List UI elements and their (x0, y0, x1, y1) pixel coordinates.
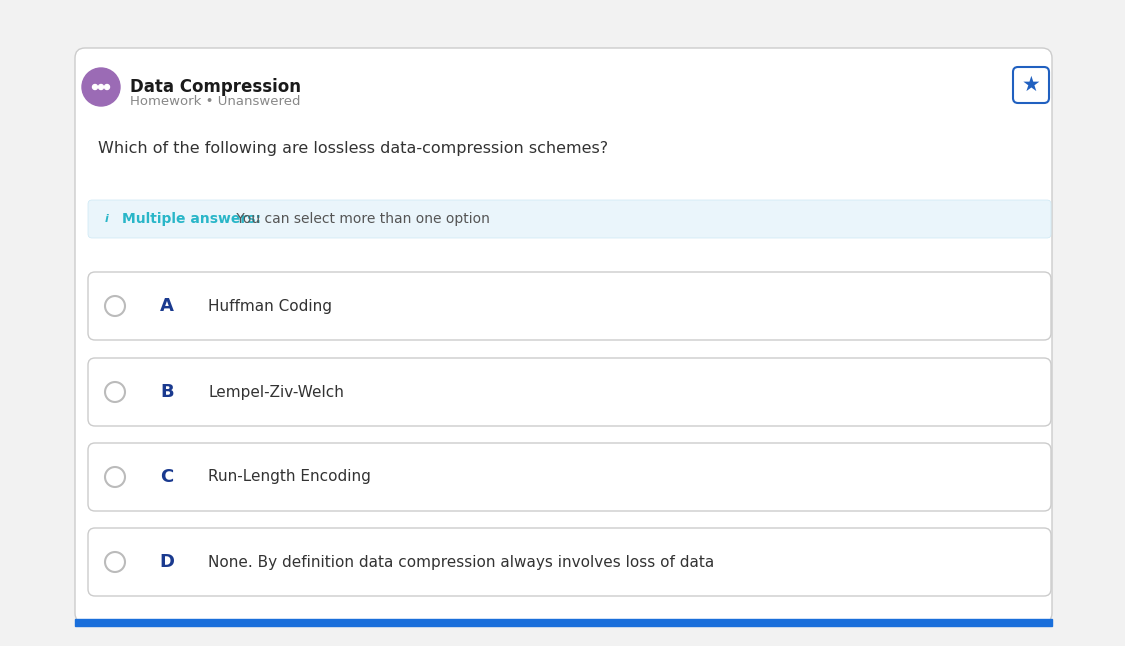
Text: You can select more than one option: You can select more than one option (232, 212, 489, 226)
Text: Data Compression: Data Compression (130, 78, 302, 96)
Circle shape (99, 85, 104, 90)
Circle shape (92, 85, 98, 90)
Bar (75, 619, 1052, 626)
Circle shape (105, 85, 109, 90)
FancyBboxPatch shape (1012, 67, 1048, 103)
Text: Homework • Unanswered: Homework • Unanswered (130, 95, 300, 108)
Text: Which of the following are lossless data-compression schemes?: Which of the following are lossless data… (98, 141, 609, 156)
Text: Lempel-Ziv-Welch: Lempel-Ziv-Welch (208, 384, 344, 399)
FancyBboxPatch shape (88, 528, 1051, 596)
Text: None. By definition data compression always involves loss of data: None. By definition data compression alw… (208, 554, 714, 570)
Text: B: B (160, 383, 173, 401)
Text: A: A (160, 297, 174, 315)
Text: C: C (161, 468, 173, 486)
Circle shape (82, 68, 120, 106)
FancyBboxPatch shape (88, 272, 1051, 340)
Text: ★: ★ (1022, 75, 1041, 95)
Text: D: D (160, 553, 174, 571)
Text: i: i (105, 214, 109, 224)
FancyBboxPatch shape (88, 200, 1051, 238)
FancyBboxPatch shape (88, 443, 1051, 511)
FancyBboxPatch shape (88, 358, 1051, 426)
Text: Huffman Coding: Huffman Coding (208, 298, 332, 313)
Text: Run-Length Encoding: Run-Length Encoding (208, 470, 371, 484)
FancyBboxPatch shape (75, 48, 1052, 623)
Text: Multiple answers:: Multiple answers: (122, 212, 261, 226)
